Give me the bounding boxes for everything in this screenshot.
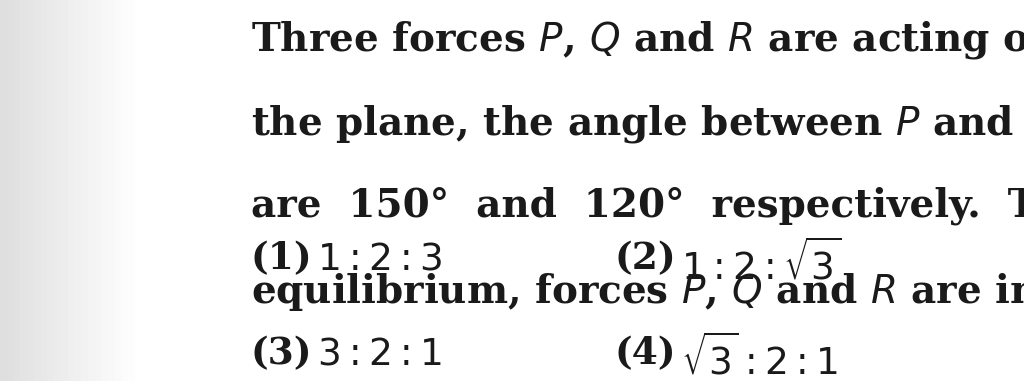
Text: $3:2:1$: $3:2:1$ [317,335,442,372]
Text: (3): (3) [251,335,312,372]
Bar [68,0,75,381]
Bar [81,0,88,381]
Bar [122,0,128,381]
Bar [54,0,60,381]
Text: (4): (4) [614,335,676,372]
Text: $1:2:3$: $1:2:3$ [317,240,442,277]
Bar [60,0,68,381]
Text: $\sqrt{3}:2:1$: $\sqrt{3}:2:1$ [681,335,838,381]
Bar [88,0,94,381]
Bar [128,0,135,381]
Bar [20,0,27,381]
Text: the plane, the angle between $P$ and $Q$ and $Q$ and $R$: the plane, the angle between $P$ and $Q$… [251,103,1024,145]
Bar [101,0,109,381]
Text: (1): (1) [251,240,312,277]
Bar [27,0,34,381]
Bar [75,0,81,381]
Bar [13,0,20,381]
Bar [47,0,54,381]
Bar [0,0,7,381]
Bar [115,0,122,381]
Text: equilibrium, forces $P$, $Q$ and $R$ are in the ratio: equilibrium, forces $P$, $Q$ and $R$ are… [251,271,1024,312]
Text: are  150°  and  120°  respectively.  Then  for: are 150° and 120° respectively. Then for [251,187,1024,225]
Bar [94,0,101,381]
Text: (2): (2) [614,240,676,277]
Bar [109,0,115,381]
Text: Three forces $P$, $Q$ and $R$ are acting on a particle in: Three forces $P$, $Q$ and $R$ are acting… [251,19,1024,61]
Bar [41,0,47,381]
Bar [7,0,13,381]
Bar [34,0,41,381]
Text: $1:2:\sqrt{3}$: $1:2:\sqrt{3}$ [681,240,841,288]
